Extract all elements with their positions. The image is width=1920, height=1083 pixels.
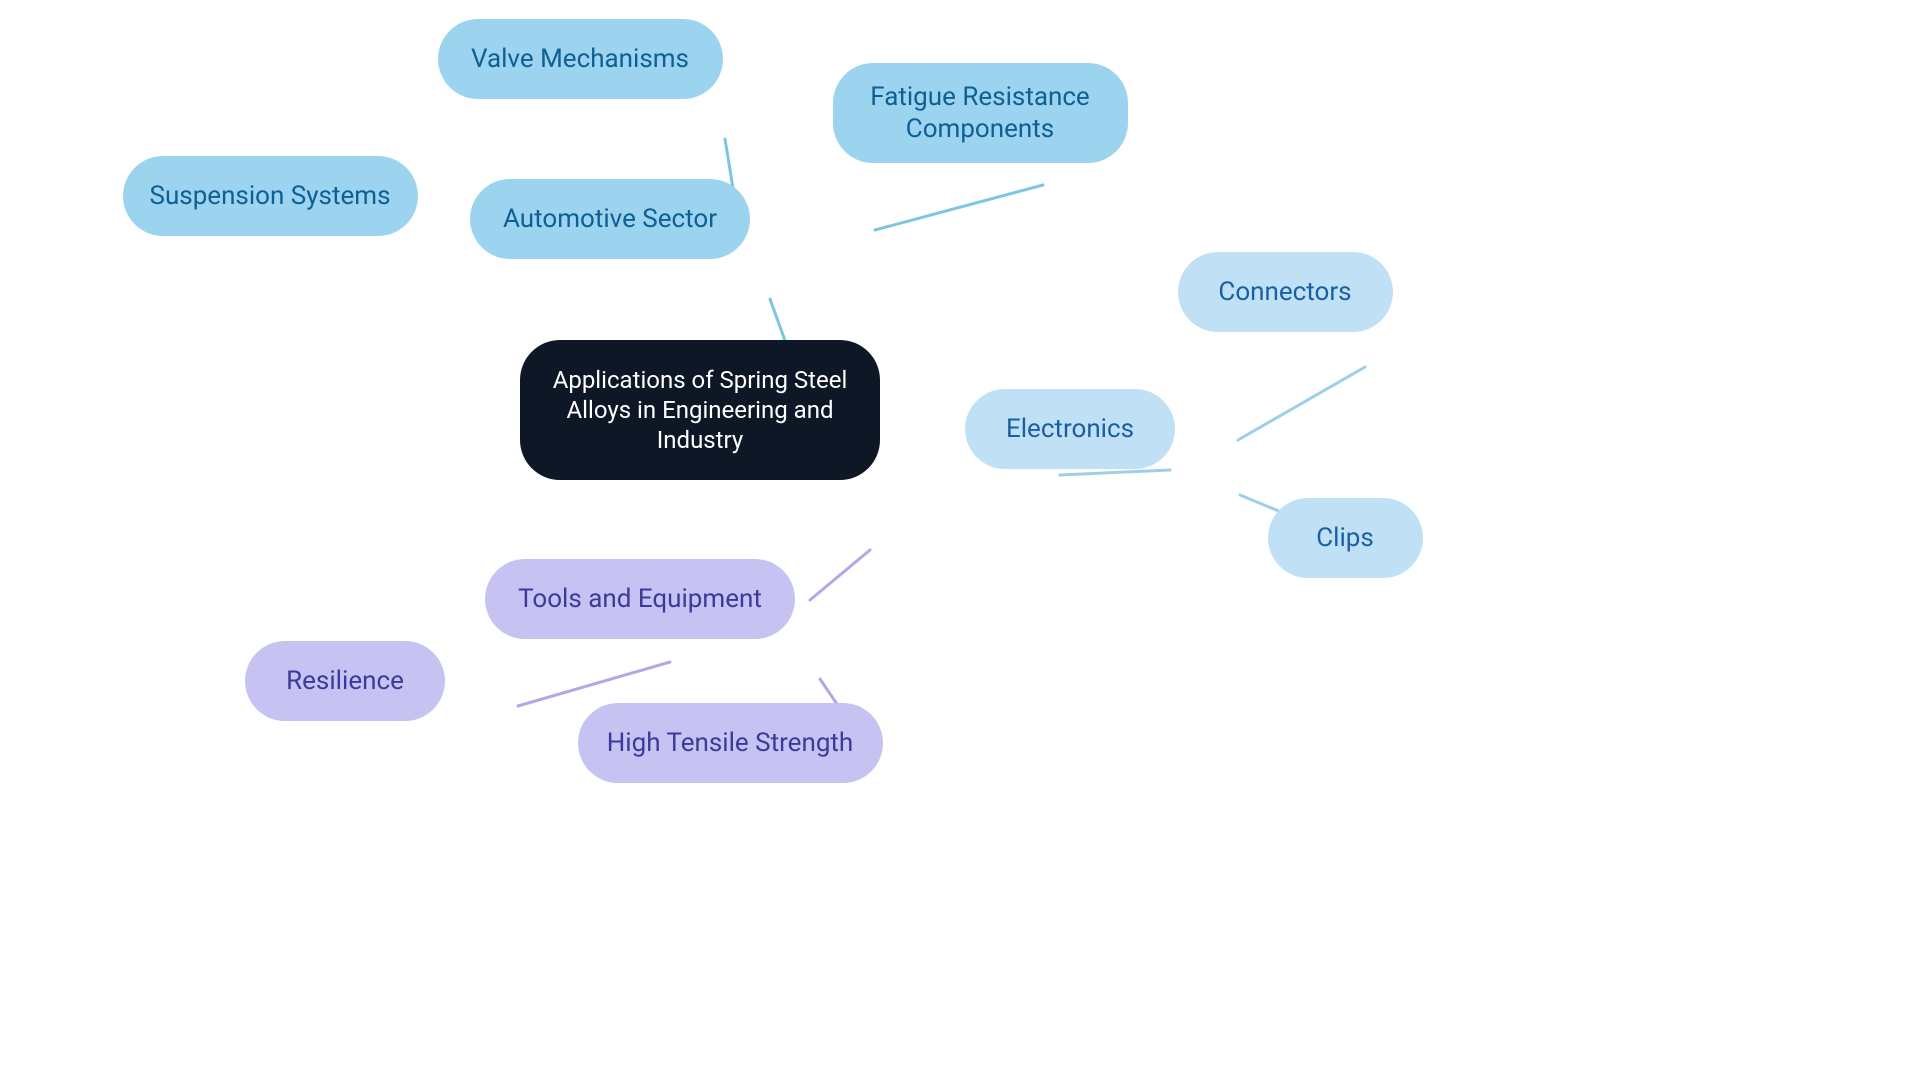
diagram-canvas: Applications of Spring Steel Alloys in E… — [0, 0, 1920, 1083]
node-electronics: Electronics — [965, 389, 1175, 469]
node-label: Resilience — [286, 665, 404, 698]
node-label: Valve Mechanisms — [471, 43, 689, 76]
node-tools: Tools and Equipment — [485, 559, 795, 639]
node-label: Suspension Systems — [150, 180, 391, 213]
node-tensile: High Tensile Strength — [578, 703, 883, 783]
node-label: Applications of Spring Steel Alloys in E… — [544, 365, 856, 455]
node-label: Clips — [1316, 522, 1374, 555]
node-label: Automotive Sector — [503, 203, 717, 236]
node-suspension: Suspension Systems — [123, 156, 418, 236]
node-label: Tools and Equipment — [518, 583, 762, 616]
node-root: Applications of Spring Steel Alloys in E… — [520, 340, 880, 480]
node-automotive: Automotive Sector — [470, 179, 750, 259]
node-fatigue: Fatigue Resistance Components — [833, 63, 1128, 163]
node-label: Fatigue Resistance Components — [857, 81, 1104, 146]
node-clips: Clips — [1268, 498, 1423, 578]
node-connectors: Connectors — [1178, 252, 1393, 332]
node-label: Connectors — [1218, 276, 1351, 309]
node-resilience: Resilience — [245, 641, 445, 721]
node-valve: Valve Mechanisms — [438, 19, 723, 99]
node-label: Electronics — [1006, 413, 1134, 446]
node-label: High Tensile Strength — [607, 727, 854, 760]
